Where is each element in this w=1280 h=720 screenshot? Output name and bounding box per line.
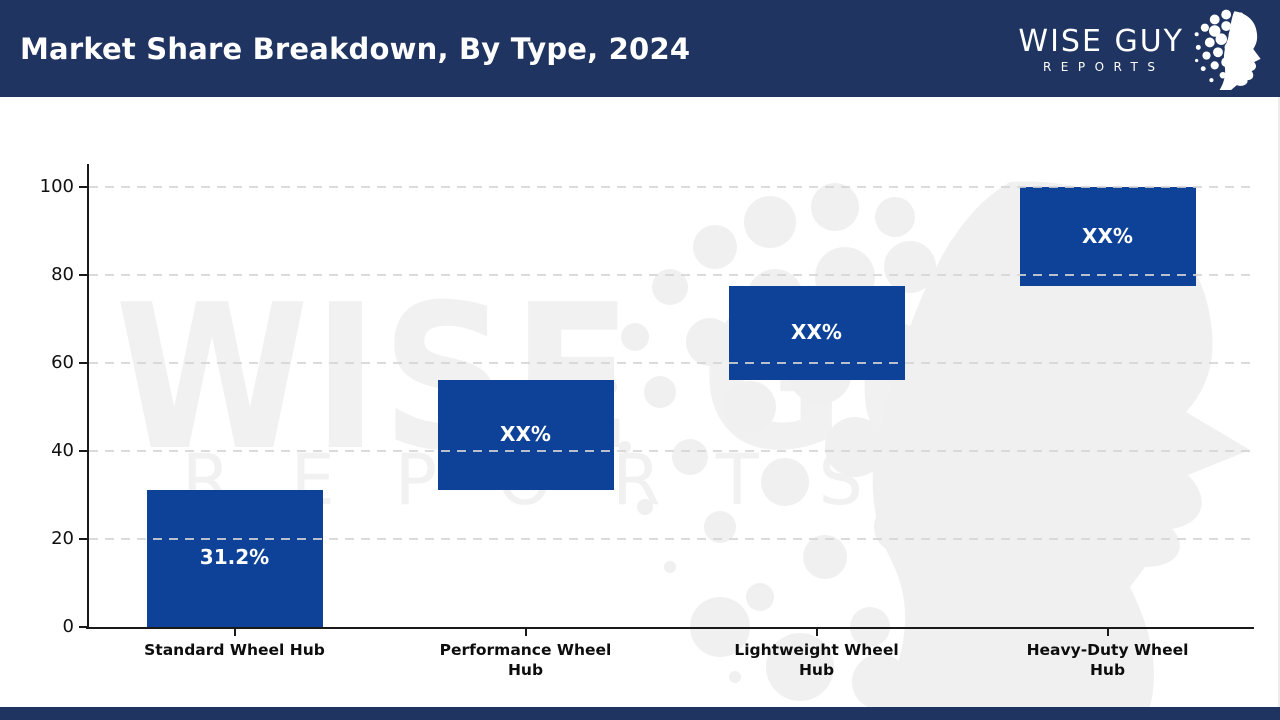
bar-segment-1: 31.2%: [146, 489, 323, 627]
gridline-80: [89, 274, 1253, 276]
y-tick-40: [79, 450, 87, 452]
brand-head-icon: [1194, 9, 1261, 90]
gridline-100: [89, 186, 1253, 188]
bar-segment-2: XX%: [437, 380, 614, 490]
y-tick-20: [79, 538, 87, 540]
y-tick-0: [79, 626, 87, 628]
gridline-40: [89, 450, 1253, 452]
page-title: Market Share Breakdown, By Type, 2024: [20, 31, 691, 66]
y-tick-label-20: 20: [51, 528, 74, 549]
y-tick-60: [79, 362, 87, 364]
x-tick-1: [233, 629, 236, 636]
x-tick-4: [1106, 629, 1109, 636]
gridline-20: [89, 538, 1253, 540]
y-axis-line: [87, 164, 89, 629]
right-border: [1278, 97, 1280, 707]
x-category-label: Lightweight Wheel Hub: [734, 641, 899, 679]
y-tick-80: [79, 274, 87, 276]
bar-value-label: XX%: [791, 320, 842, 345]
gridline-60: [89, 362, 1253, 364]
header-bar: Market Share Breakdown, By Type, 2024 WI…: [0, 0, 1280, 97]
brand-subtitle-text: REPORTS: [1042, 59, 1165, 74]
chart-canvas: WISE GUY REPORTS: [0, 97, 1280, 707]
x-category-label: Heavy-Duty Wheel Hub: [1026, 641, 1189, 679]
y-tick-label-80: 80: [51, 264, 74, 285]
y-tick-label-100: 100: [39, 176, 74, 197]
bar-segment-4: XX%: [1019, 187, 1196, 286]
watermark-head-graphic: [603, 181, 1250, 707]
bar-value-label: 31.2%: [199, 545, 270, 570]
x-category-label: Standard Wheel Hub: [144, 641, 325, 659]
footer-bar: [0, 707, 1280, 720]
y-tick-label-0: 0: [62, 616, 74, 637]
watermark: WISE GUY REPORTS: [0, 97, 1280, 707]
brand-name-text: WISE GUY: [1018, 23, 1184, 59]
x-category-label: Performance Wheel Hub: [439, 641, 612, 679]
x-tick-3: [815, 629, 818, 636]
y-tick-label-60: 60: [51, 352, 74, 373]
y-tick-label-40: 40: [51, 440, 74, 461]
brand-logo: WISE GUY REPORTS: [1018, 8, 1280, 90]
brand-logo-text: WISE GUY REPORTS: [1018, 24, 1184, 74]
x-axis-line: [86, 627, 1254, 629]
y-tick-100: [79, 186, 87, 188]
bar-value-label: XX%: [1082, 223, 1133, 248]
bar-segment-3: XX%: [728, 286, 905, 381]
x-tick-2: [524, 629, 527, 636]
bar-value-label: XX%: [500, 421, 551, 446]
